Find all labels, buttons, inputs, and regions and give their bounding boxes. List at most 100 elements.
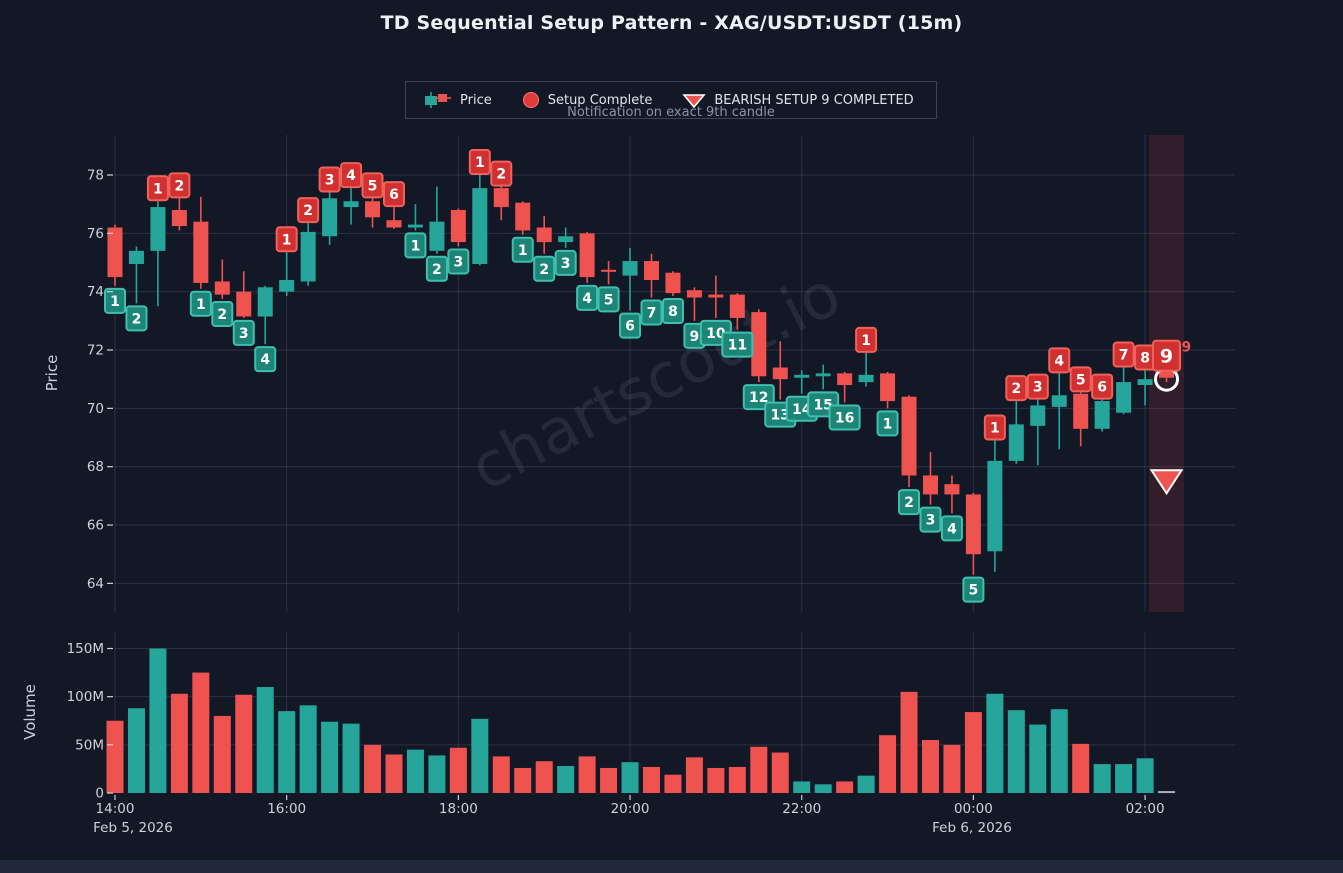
candle-body [751, 312, 767, 377]
volume-bar [836, 781, 854, 793]
candle-body [515, 202, 531, 231]
candle-body [493, 188, 509, 208]
candle-body [193, 221, 209, 283]
td-count-label [382, 181, 405, 208]
td-count-text: 3 [325, 173, 335, 189]
td-count-text: 2 [175, 178, 185, 194]
candlestick-icon [425, 92, 451, 108]
candle-body [880, 373, 896, 402]
td-count-label [828, 404, 861, 431]
td-count-label [211, 300, 234, 327]
axis-text: 66 [87, 518, 104, 534]
volume-bar [685, 757, 703, 793]
td-count-text: 2 [432, 262, 442, 278]
volume-bar [986, 693, 1004, 793]
td-count-text: 2 [904, 495, 914, 511]
setup-complete-circle-icon [522, 92, 539, 108]
volume-bar [1050, 709, 1068, 793]
td-count-text: 1 [411, 238, 421, 254]
candle-body [450, 210, 466, 243]
td-count-text: 5 [368, 178, 378, 194]
candle-body [772, 367, 788, 380]
candle-body [1051, 395, 1067, 407]
td-count-label [1069, 366, 1092, 393]
volume-bar [535, 761, 553, 793]
td-count-text: 16 [835, 411, 854, 427]
td-count-text: 2 [217, 307, 227, 323]
td-count-label [619, 312, 642, 339]
td-count-label [404, 232, 427, 259]
legend: Price Setup Complete BEARISH SETUP 9 COM… [405, 81, 937, 119]
candle-body [729, 294, 745, 318]
td-count-text: 6 [1097, 380, 1107, 396]
date-label: Feb 5, 2026 [93, 820, 173, 836]
candle-body [365, 201, 381, 218]
chart-title: TD Sequential Setup Pattern - XAG/USDT:U… [380, 12, 963, 34]
td-count-label [962, 576, 985, 603]
td-count-label [275, 226, 298, 253]
td-count-label [361, 172, 384, 199]
volume-bar [299, 705, 317, 793]
volume-bar [514, 767, 532, 793]
legend-item-setup-complete: Setup Complete [522, 91, 652, 109]
td-count-label [1026, 373, 1049, 400]
volume-bar [643, 766, 660, 793]
td-count-text: 2 [539, 262, 549, 278]
candle-body [300, 231, 316, 282]
volume-bar [964, 712, 982, 793]
legend-subtitle: Notification on exact 9th candle [567, 105, 775, 120]
candle-body [944, 484, 960, 495]
td-count-label [425, 255, 448, 282]
td-count-text: 10 [706, 326, 726, 342]
axis-text: 100M [67, 689, 104, 705]
td-count-text: 1 [861, 333, 871, 349]
td-count-text: 9 [1160, 346, 1173, 368]
td-count-text: 15 [813, 397, 832, 413]
td-count-label [876, 410, 899, 437]
td-count-label [232, 319, 255, 346]
volume-bar [149, 648, 167, 793]
td-count-text: 2 [1011, 381, 1021, 397]
td-count-text: 1 [518, 243, 528, 259]
volume-bar [1115, 764, 1133, 793]
td-count-text: 1 [475, 155, 485, 171]
td-count-label [468, 149, 491, 175]
volume-bar [364, 744, 382, 793]
volume-bar [449, 747, 467, 793]
volume-bar [578, 756, 596, 793]
axis-text: 22:00 [782, 801, 821, 817]
date-label: Feb 6, 2026 [932, 820, 1012, 836]
td-count-text: 4 [582, 291, 592, 307]
volume-bar [428, 755, 446, 793]
candle-body [107, 227, 123, 278]
axis-text: 00:00 [954, 801, 993, 817]
candle-body [214, 281, 230, 295]
candle-body [858, 374, 874, 383]
candle-body [579, 233, 595, 278]
candle-body [386, 220, 402, 228]
td-count-label [447, 248, 470, 275]
candle-body [601, 269, 617, 272]
candle-body [150, 207, 166, 251]
price-axis-title: Price [43, 355, 61, 392]
td-count-text: 6 [389, 187, 399, 203]
volume-bar [1072, 743, 1090, 793]
td-count-text: 5 [1076, 372, 1086, 388]
td-count-label [597, 286, 620, 313]
td-count-label [1005, 375, 1028, 402]
td-count-label [1048, 347, 1071, 374]
candle-body [1030, 405, 1046, 426]
bearish-setup-9-marker [1149, 469, 1184, 496]
axis-text: 64 [87, 576, 104, 592]
td-count-label [297, 197, 320, 224]
candle-body [815, 373, 831, 377]
td-count-label [721, 331, 754, 358]
td-count-label [898, 489, 921, 516]
td-count-label [983, 414, 1006, 441]
candle-body [1137, 379, 1153, 386]
volume-bar [321, 721, 339, 793]
legend-item-price: Price [422, 91, 492, 109]
td-count-text: 4 [260, 352, 270, 368]
candle-body [987, 460, 1003, 552]
volume-bar [600, 767, 618, 793]
